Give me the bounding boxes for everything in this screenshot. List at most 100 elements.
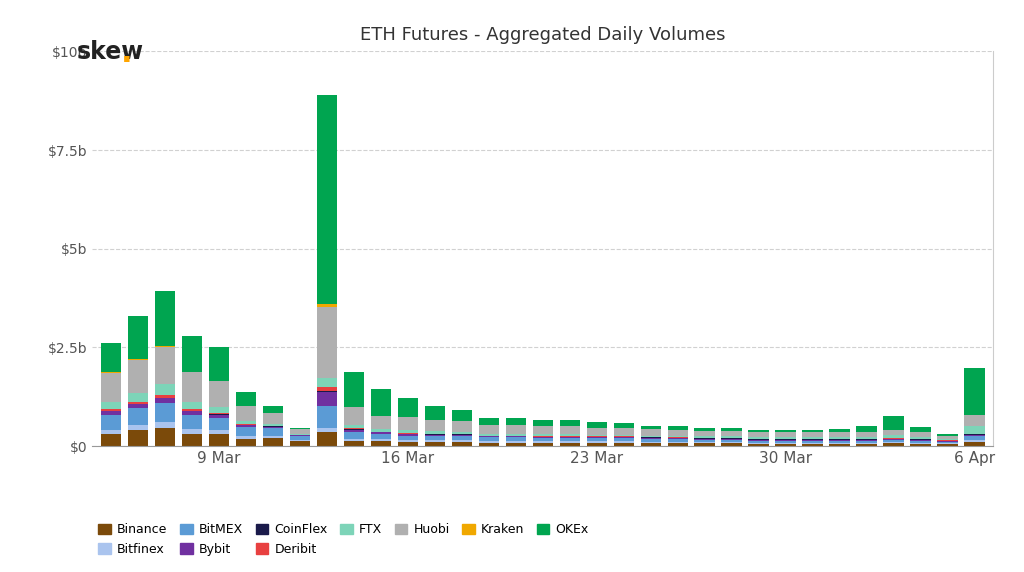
Bar bbox=[263, 438, 283, 446]
Bar bbox=[587, 428, 607, 435]
Bar bbox=[371, 434, 391, 439]
Bar bbox=[532, 434, 553, 436]
Bar bbox=[884, 435, 903, 438]
Bar bbox=[101, 343, 121, 372]
Bar bbox=[101, 415, 121, 430]
Bar bbox=[236, 425, 256, 427]
Bar bbox=[236, 421, 256, 424]
Bar bbox=[856, 437, 877, 439]
Bar bbox=[371, 416, 391, 429]
Bar bbox=[452, 440, 472, 442]
Bar bbox=[910, 437, 931, 439]
Bar bbox=[316, 391, 337, 392]
Text: .: . bbox=[121, 39, 132, 68]
Bar bbox=[803, 430, 822, 432]
Bar bbox=[829, 432, 850, 438]
Bar bbox=[587, 423, 607, 428]
Bar bbox=[722, 428, 741, 431]
Bar bbox=[965, 435, 984, 436]
Bar bbox=[694, 440, 715, 442]
Bar bbox=[236, 427, 256, 436]
Bar bbox=[532, 442, 553, 443]
Bar bbox=[587, 443, 607, 446]
Bar bbox=[829, 438, 850, 439]
Bar bbox=[641, 426, 660, 429]
Bar bbox=[128, 425, 148, 430]
Bar bbox=[668, 436, 688, 438]
Bar bbox=[478, 438, 499, 441]
Bar bbox=[506, 441, 526, 443]
Bar bbox=[613, 435, 634, 436]
Bar bbox=[965, 427, 984, 434]
Bar bbox=[775, 438, 796, 439]
Bar bbox=[559, 427, 580, 434]
Bar bbox=[371, 432, 391, 434]
Bar bbox=[884, 443, 903, 446]
Bar bbox=[749, 432, 769, 438]
Bar bbox=[641, 438, 660, 439]
Bar bbox=[397, 434, 418, 435]
Bar bbox=[965, 440, 984, 442]
Bar bbox=[478, 434, 499, 435]
Bar bbox=[209, 415, 229, 418]
Bar bbox=[182, 336, 202, 372]
Bar bbox=[209, 430, 229, 434]
Bar bbox=[775, 444, 796, 446]
Bar bbox=[559, 438, 580, 442]
Bar bbox=[425, 436, 444, 440]
Bar bbox=[856, 443, 877, 444]
Bar bbox=[478, 441, 499, 443]
Bar bbox=[937, 434, 957, 435]
Bar bbox=[884, 430, 903, 435]
Bar bbox=[397, 430, 418, 433]
Bar bbox=[668, 443, 688, 446]
Bar bbox=[397, 398, 418, 418]
Bar bbox=[128, 359, 148, 360]
Bar bbox=[397, 435, 418, 440]
Bar bbox=[749, 438, 769, 439]
Bar bbox=[316, 304, 337, 307]
Bar bbox=[749, 443, 769, 444]
Bar bbox=[641, 439, 660, 442]
Bar bbox=[209, 407, 229, 412]
Bar bbox=[641, 435, 660, 437]
Bar bbox=[910, 444, 931, 446]
Bar bbox=[316, 432, 337, 446]
Bar bbox=[236, 436, 256, 439]
Bar bbox=[532, 420, 553, 427]
Bar bbox=[694, 431, 715, 436]
Text: skew: skew bbox=[77, 40, 144, 64]
Bar bbox=[910, 427, 931, 432]
Bar bbox=[532, 438, 553, 442]
Bar bbox=[668, 439, 688, 442]
Bar bbox=[478, 436, 499, 438]
Bar bbox=[722, 439, 741, 440]
Bar bbox=[775, 432, 796, 438]
Bar bbox=[316, 94, 337, 304]
Bar bbox=[694, 443, 715, 446]
Bar bbox=[884, 442, 903, 443]
Bar bbox=[263, 406, 283, 412]
Bar bbox=[506, 425, 526, 434]
Bar bbox=[910, 440, 931, 443]
Bar bbox=[236, 424, 256, 425]
Bar bbox=[559, 434, 580, 436]
Bar bbox=[668, 430, 688, 436]
Bar bbox=[101, 434, 121, 446]
Bar bbox=[182, 372, 202, 402]
Bar bbox=[965, 415, 984, 427]
Bar bbox=[371, 429, 391, 431]
Bar bbox=[749, 444, 769, 446]
Bar bbox=[236, 406, 256, 421]
Bar bbox=[263, 426, 283, 427]
Bar bbox=[155, 346, 175, 347]
Bar bbox=[209, 412, 229, 414]
Bar bbox=[316, 406, 337, 428]
Bar bbox=[101, 402, 121, 410]
Bar bbox=[694, 439, 715, 440]
Bar bbox=[182, 409, 202, 411]
Bar bbox=[128, 360, 148, 394]
Bar bbox=[209, 418, 229, 430]
Bar bbox=[397, 418, 418, 430]
Bar bbox=[209, 348, 229, 381]
